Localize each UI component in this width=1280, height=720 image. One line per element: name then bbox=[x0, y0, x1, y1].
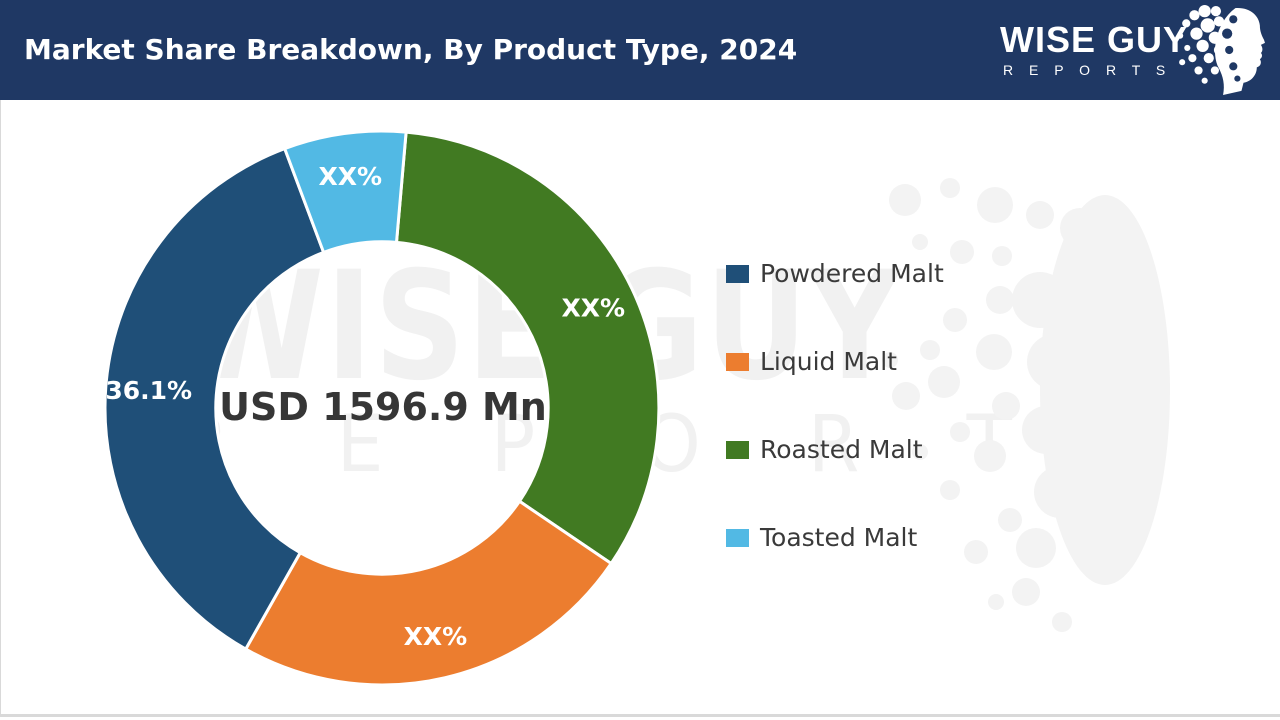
legend-swatch-liquid-malt bbox=[726, 353, 749, 371]
donut-segment-toasted-malt bbox=[283, 129, 408, 254]
header-bar: Market Share Breakdown, By Product Type,… bbox=[0, 0, 1280, 100]
donut-label-toasted-malt: XX% bbox=[318, 162, 382, 191]
legend-label-powdered-malt: Powdered Malt bbox=[760, 259, 944, 288]
legend-item-roasted-malt: Roasted Malt bbox=[726, 437, 944, 463]
legend-label-toasted-malt: Toasted Malt bbox=[760, 523, 918, 552]
donut-segment-liquid-malt bbox=[244, 499, 613, 687]
bottom-divider bbox=[0, 714, 1280, 717]
logo-text: WISE GUY R E P O R T S bbox=[1000, 21, 1188, 79]
page-title: Market Share Breakdown, By Product Type,… bbox=[24, 33, 798, 66]
legend-swatch-powdered-malt bbox=[726, 265, 749, 283]
legend-swatch-toasted-malt bbox=[726, 529, 749, 547]
donut-segment-roasted-malt bbox=[395, 130, 661, 565]
wise-guy-reports-logo: WISE GUY R E P O R T S bbox=[1000, 0, 1266, 100]
donut-segment-powdered-malt bbox=[103, 147, 326, 651]
chart-legend: Powdered Malt Liquid Malt Roasted Malt Toas… bbox=[726, 261, 944, 551]
logo-head-icon bbox=[1177, 5, 1265, 95]
legend-label-liquid-malt: Liquid Malt bbox=[760, 347, 897, 376]
donut-label-roasted-malt: XX% bbox=[561, 294, 625, 323]
legend-item-toasted-malt: Toasted Malt bbox=[726, 525, 944, 551]
legend-label-roasted-malt: Roasted Malt bbox=[760, 435, 923, 464]
legend-item-powdered-malt: Powdered Malt bbox=[726, 261, 944, 287]
donut-center-value: USD 1596.9 Mn bbox=[219, 385, 547, 429]
donut-label-liquid-malt: XX% bbox=[404, 622, 468, 651]
legend-item-liquid-malt: Liquid Malt bbox=[726, 349, 944, 375]
logo-wordmark: WISE GUY bbox=[999, 19, 1188, 60]
logo-subtitle: R E P O R T S bbox=[1002, 62, 1172, 78]
donut-label-powdered-malt: 36.1% bbox=[105, 376, 192, 405]
legend-swatch-roasted-malt bbox=[726, 441, 749, 459]
